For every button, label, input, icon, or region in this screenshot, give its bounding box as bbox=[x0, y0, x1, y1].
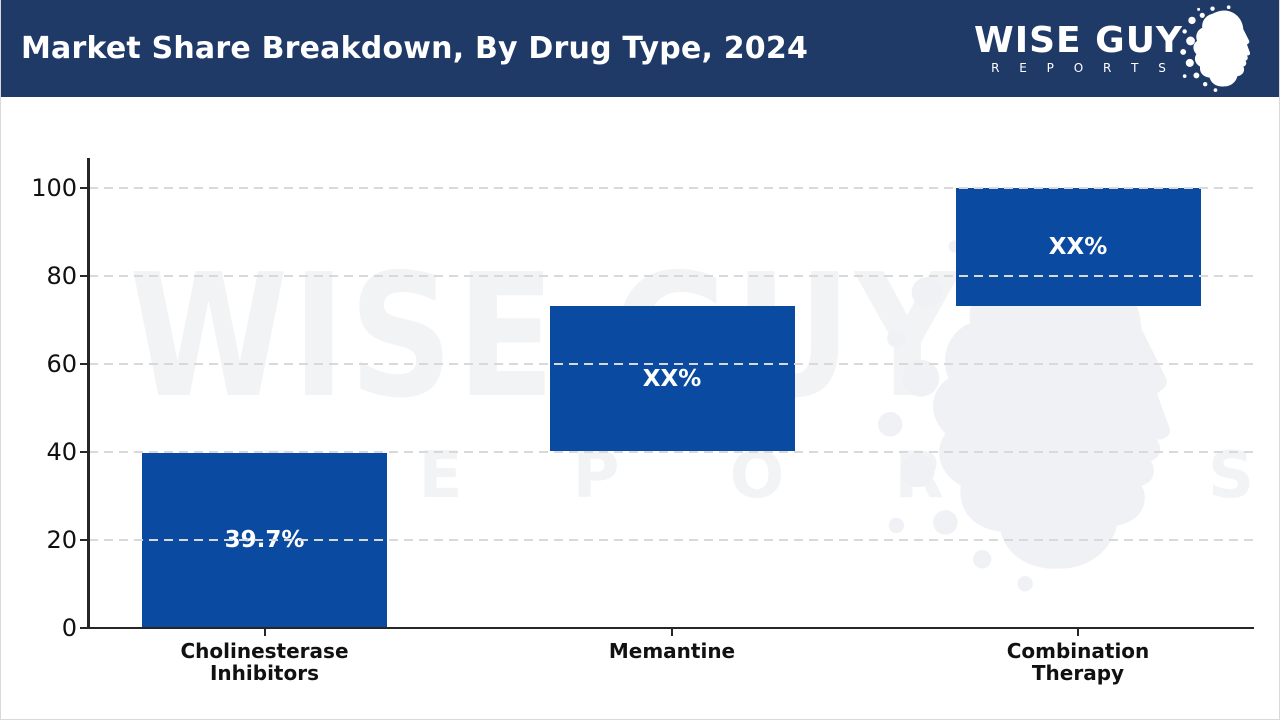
y-tick-mark-0 bbox=[80, 626, 88, 629]
x-category-label-1: Cholinesterase Inhibitors bbox=[180, 639, 349, 685]
bar-3: XX% bbox=[955, 187, 1201, 307]
gridline-y-60 bbox=[89, 362, 1254, 365]
watermark-brand-name: WISE GUY bbox=[129, 238, 964, 436]
x-tick-mark-2 bbox=[671, 629, 673, 636]
x-category-label-2: Memantine bbox=[608, 639, 736, 663]
y-tick-label-80: 80 bbox=[46, 261, 77, 290]
x-category-label-3: Combination Therapy bbox=[1006, 639, 1150, 685]
bar-2: XX% bbox=[549, 306, 795, 452]
x-tick-mark-1 bbox=[263, 629, 266, 636]
gridline-y-80 bbox=[89, 274, 1254, 277]
y-tick-mark-40 bbox=[80, 450, 88, 453]
brand-logo: WISE GUY R E P O R T S bbox=[973, 4, 1255, 93]
y-tick-label-60: 60 bbox=[46, 349, 77, 378]
brand-name: WISE GUY bbox=[973, 20, 1183, 61]
gridline-y-40 bbox=[89, 450, 1254, 453]
y-axis-line bbox=[87, 158, 90, 628]
y-tick-label-100: 100 bbox=[31, 173, 77, 202]
y-tick-label-40: 40 bbox=[46, 437, 77, 466]
gridline-y-100 bbox=[89, 186, 1254, 189]
y-tick-mark-80 bbox=[80, 274, 88, 277]
y-tick-mark-100 bbox=[80, 186, 88, 189]
bar-value-label-3: XX% bbox=[1048, 233, 1108, 260]
y-tick-label-0: 0 bbox=[61, 613, 77, 642]
y-tick-mark-20 bbox=[80, 538, 88, 541]
x-tick-mark-3 bbox=[1077, 629, 1079, 636]
header-bar: Market Share Breakdown, By Drug Type, 20… bbox=[1, 0, 1279, 97]
gridline-y-20 bbox=[89, 538, 1254, 541]
page-title: Market Share Breakdown, By Drug Type, 20… bbox=[21, 31, 809, 66]
y-tick-mark-60 bbox=[80, 362, 88, 365]
y-tick-label-20: 20 bbox=[46, 525, 77, 554]
bar-value-label-2: XX% bbox=[642, 365, 702, 392]
brand-logo-text: WISE GUY R E P O R T S bbox=[973, 20, 1183, 75]
dotted-face-icon bbox=[1180, 4, 1251, 92]
x-axis-line bbox=[87, 626, 1254, 629]
brand-subtitle: R E P O R T S bbox=[991, 61, 1174, 75]
